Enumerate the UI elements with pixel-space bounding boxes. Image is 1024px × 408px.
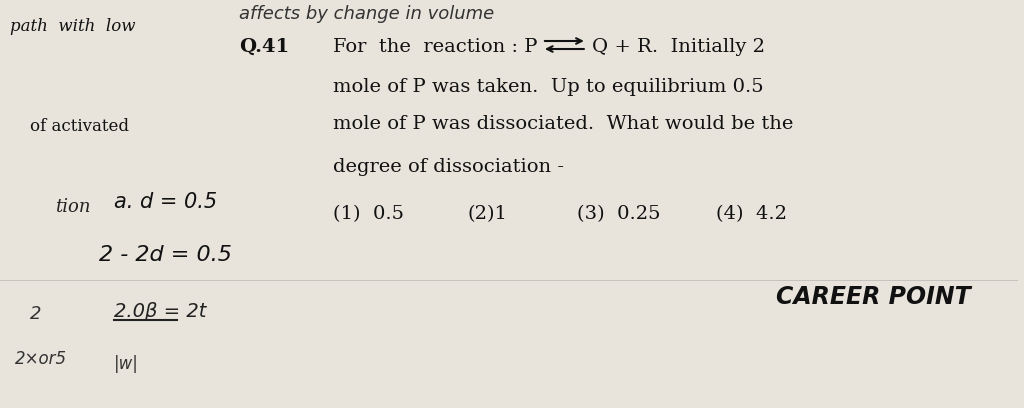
Text: 2: 2 — [30, 305, 41, 323]
Text: (2)1: (2)1 — [467, 205, 507, 223]
Text: mole of P was dissociated.  What would be the: mole of P was dissociated. What would be… — [333, 115, 794, 133]
Text: For  the  reaction : P: For the reaction : P — [333, 38, 538, 56]
Text: Q + R.  Initially 2: Q + R. Initially 2 — [592, 38, 765, 56]
Text: 2×or5: 2×or5 — [15, 350, 67, 368]
Text: mole of P was taken.  Up to equilibrium 0.5: mole of P was taken. Up to equilibrium 0… — [333, 78, 764, 96]
Text: (1)  0.5: (1) 0.5 — [333, 205, 404, 223]
Text: 2.0β = 2t: 2.0β = 2t — [115, 302, 207, 321]
Text: CAREER POINT: CAREER POINT — [776, 285, 971, 309]
Text: tion: tion — [54, 198, 90, 216]
Text: |w|: |w| — [115, 355, 139, 373]
Text: Q.41: Q.41 — [239, 38, 289, 56]
Text: 2 - 2d = 0.5: 2 - 2d = 0.5 — [99, 245, 232, 265]
Text: a. d = 0.5: a. d = 0.5 — [115, 192, 217, 212]
Text: affects by change in volume: affects by change in volume — [239, 5, 494, 23]
Text: degree of dissociation -: degree of dissociation - — [333, 158, 564, 176]
Text: (4)  4.2: (4) 4.2 — [716, 205, 787, 223]
Text: path  with  low: path with low — [10, 18, 135, 35]
Text: of activated: of activated — [30, 118, 129, 135]
Text: (3)  0.25: (3) 0.25 — [577, 205, 660, 223]
